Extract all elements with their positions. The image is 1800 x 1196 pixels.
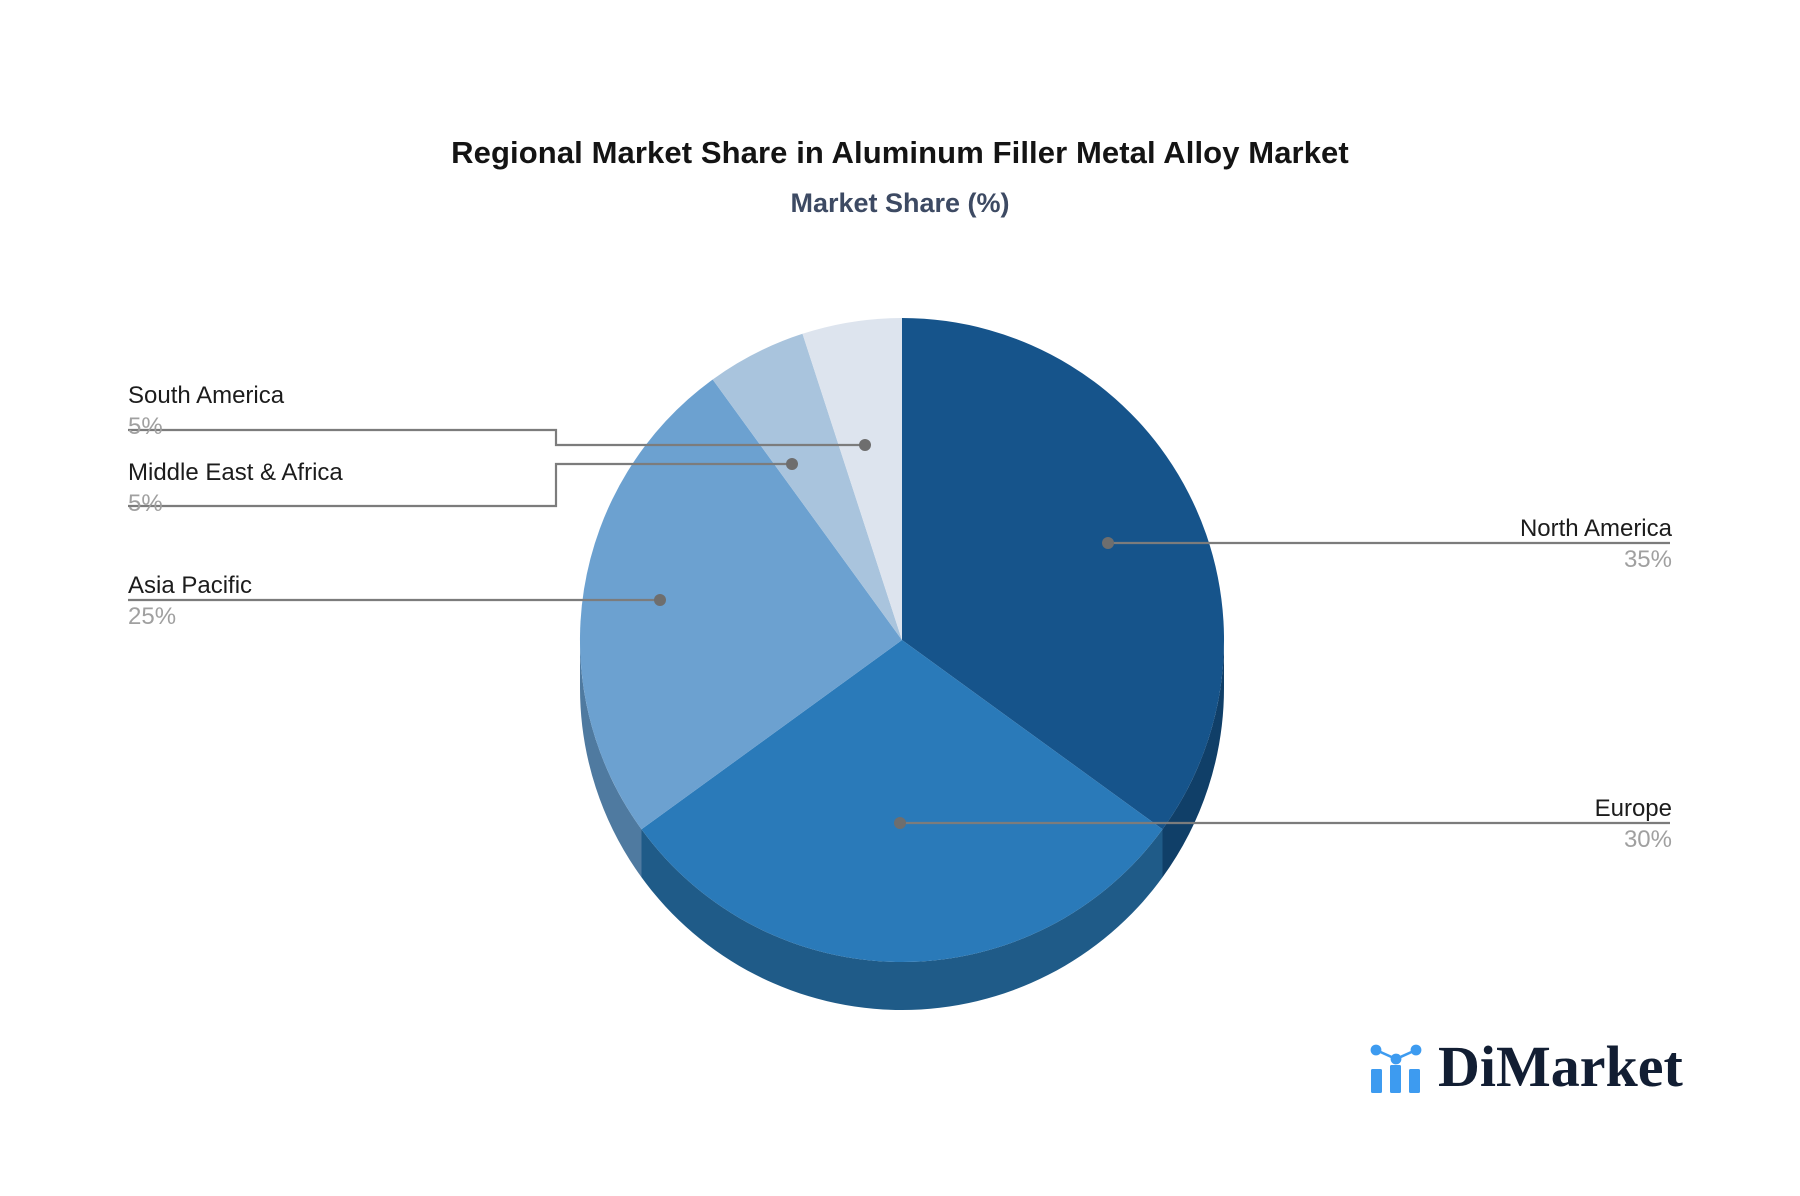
chart-title: Regional Market Share in Aluminum Filler… <box>451 135 1349 170</box>
callout-value-europe: 30% <box>1623 826 1672 853</box>
leader-line-middle-east-africa <box>128 462 792 508</box>
bar-chart-logo-icon <box>1370 1044 1422 1093</box>
leader-dot-south-america <box>859 439 871 451</box>
pie-slice-side-europe <box>641 829 1163 1011</box>
callout-europe[interactable]: Europe 30% <box>1595 794 1672 856</box>
callout-value-asia-pacific: 25% <box>128 603 177 630</box>
callout-label-asia-pacific: Asia Pacific <box>128 572 253 599</box>
chart-subtitle: Market Share (%) <box>790 188 1010 218</box>
pie-slice-asia-pacific <box>579 379 902 830</box>
callout-value-south-america: 5% <box>128 413 163 440</box>
pie-slice-middle-east-africa <box>712 333 902 640</box>
callout-asia-pacific[interactable]: Asia Pacific 25% <box>128 571 252 633</box>
callout-label-middle-east-africa: Middle East & Africa <box>128 459 343 486</box>
callout-north-america[interactable]: North America 35% <box>1520 514 1672 576</box>
pie-slice-south-america <box>802 318 902 640</box>
pie-slice-side-north-america <box>1162 640 1224 878</box>
pie-slice-north-america <box>902 318 1225 830</box>
leader-line-south-america <box>128 428 865 447</box>
callout-south-america[interactable]: South America 5% <box>128 381 284 443</box>
callout-middle-east-africa[interactable]: Middle East & Africa 5% <box>128 458 343 520</box>
callout-label-europe: Europe <box>1594 795 1672 822</box>
leader-dot-middle-east-africa <box>786 458 798 470</box>
pie-slice-side-asia-pacific <box>580 640 642 878</box>
brand-name: DiMarket <box>1438 1034 1683 1099</box>
pie-slice-europe <box>641 640 1163 963</box>
brand-logo: DiMarket <box>1368 1038 1683 1096</box>
callout-label-south-america: South America <box>128 382 285 409</box>
callout-value-middle-east-africa: 5% <box>128 490 163 517</box>
callout-label-north-america: North America <box>1519 515 1672 542</box>
callout-value-north-america: 35% <box>1623 546 1672 573</box>
leader-dot-asia-pacific <box>654 594 666 606</box>
leader-dot-north-america <box>1102 537 1114 549</box>
leader-dot-europe <box>894 817 906 829</box>
